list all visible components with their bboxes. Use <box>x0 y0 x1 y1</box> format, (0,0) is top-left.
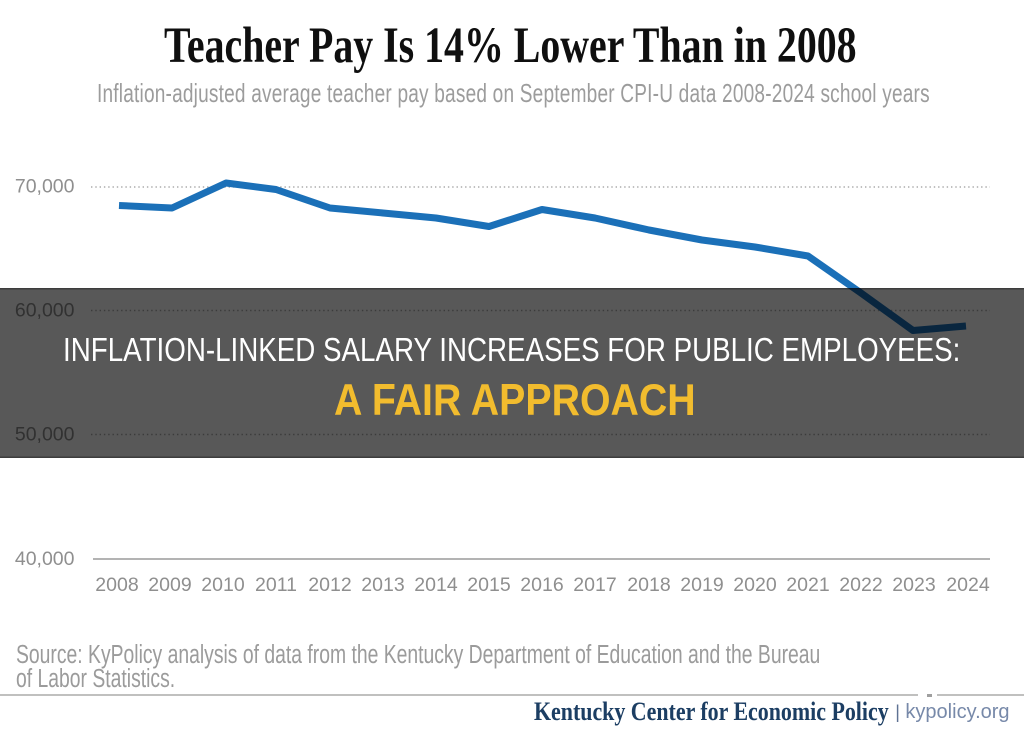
svg-text:2020: 2020 <box>733 574 777 596</box>
svg-text:2016: 2016 <box>520 574 563 596</box>
svg-text:40,000: 40,000 <box>15 548 75 570</box>
svg-text:2010: 2010 <box>201 574 245 596</box>
svg-text:2011: 2011 <box>255 574 297 596</box>
svg-text:70,000: 70,000 <box>15 176 75 198</box>
svg-text:2012: 2012 <box>308 574 351 596</box>
svg-text:2024: 2024 <box>946 574 990 596</box>
svg-text:2009: 2009 <box>148 574 191 596</box>
svg-text:2008: 2008 <box>95 574 138 596</box>
svg-text:2013: 2013 <box>361 574 404 596</box>
svg-text:2014: 2014 <box>414 574 458 596</box>
svg-text:2015: 2015 <box>467 574 511 596</box>
svg-text:2022: 2022 <box>839 574 882 596</box>
svg-text:2017: 2017 <box>573 574 616 596</box>
svg-text:2023: 2023 <box>892 574 935 596</box>
svg-text:2021: 2021 <box>786 574 829 596</box>
svg-text:2019: 2019 <box>680 574 723 596</box>
svg-text:2018: 2018 <box>627 574 670 596</box>
